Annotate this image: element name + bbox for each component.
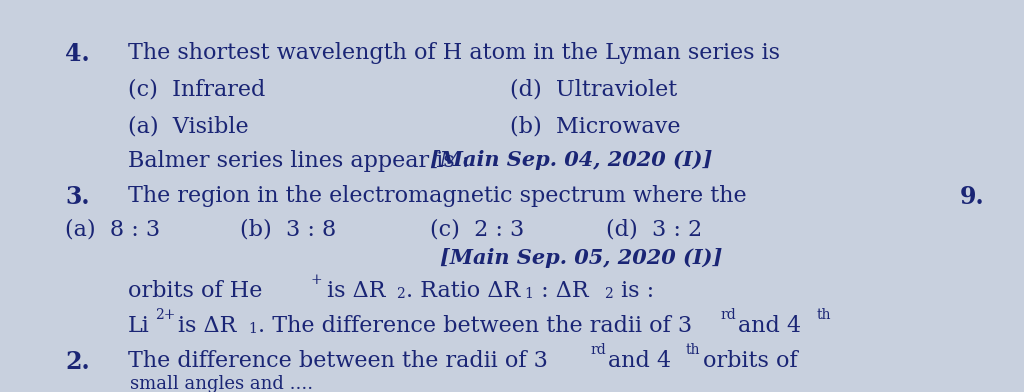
Text: th: th: [686, 343, 700, 357]
Text: (d)  3 : 2: (d) 3 : 2: [606, 218, 702, 240]
Text: 3.: 3.: [65, 185, 89, 209]
Text: Li: Li: [128, 315, 150, 337]
Text: th: th: [817, 308, 831, 322]
Text: small angles and ....: small angles and ....: [130, 375, 313, 392]
Text: 9.: 9.: [961, 185, 985, 209]
Text: . The difference between the radii of 3: . The difference between the radii of 3: [258, 315, 692, 337]
Text: +: +: [310, 273, 322, 287]
Text: (b)  Microwave: (b) Microwave: [510, 115, 681, 137]
Text: 1: 1: [248, 322, 257, 336]
Text: 1: 1: [524, 287, 532, 301]
Text: is ΔR: is ΔR: [319, 280, 385, 302]
Text: (a)  8 : 3: (a) 8 : 3: [65, 218, 160, 240]
Text: orbits of He: orbits of He: [128, 280, 262, 302]
Text: 2: 2: [396, 287, 404, 301]
Text: (a)  Visible: (a) Visible: [128, 115, 249, 137]
Text: : ΔR: : ΔR: [534, 280, 589, 302]
Text: rd: rd: [720, 308, 736, 322]
Text: (c)  Infrared: (c) Infrared: [128, 78, 265, 100]
Text: 2.: 2.: [65, 350, 90, 374]
Text: is ΔR: is ΔR: [178, 315, 237, 337]
Text: and 4: and 4: [738, 315, 801, 337]
Text: is :: is :: [614, 280, 654, 302]
Text: orbits of: orbits of: [703, 350, 798, 372]
Text: [Main Sep. 05, 2020 (I)]: [Main Sep. 05, 2020 (I)]: [440, 248, 722, 268]
Text: [Main Sep. 04, 2020 (I)]: [Main Sep. 04, 2020 (I)]: [430, 150, 713, 170]
Text: 2: 2: [604, 287, 612, 301]
Text: . Ratio ΔR: . Ratio ΔR: [406, 280, 520, 302]
Text: 4.: 4.: [65, 42, 90, 66]
Text: (d)  Ultraviolet: (d) Ultraviolet: [510, 78, 677, 100]
Text: The shortest wavelength of H atom in the Lyman series is: The shortest wavelength of H atom in the…: [128, 42, 780, 64]
Text: Balmer series lines appear is :: Balmer series lines appear is :: [128, 150, 469, 172]
Text: The difference between the radii of 3: The difference between the radii of 3: [128, 350, 548, 372]
Text: (b)  3 : 8: (b) 3 : 8: [240, 218, 336, 240]
Text: 2+: 2+: [155, 308, 175, 322]
Text: rd: rd: [590, 343, 606, 357]
Text: The region in the electromagnetic spectrum where the: The region in the electromagnetic spectr…: [128, 185, 746, 207]
Text: (c)  2 : 3: (c) 2 : 3: [430, 218, 524, 240]
Text: and 4: and 4: [608, 350, 671, 372]
